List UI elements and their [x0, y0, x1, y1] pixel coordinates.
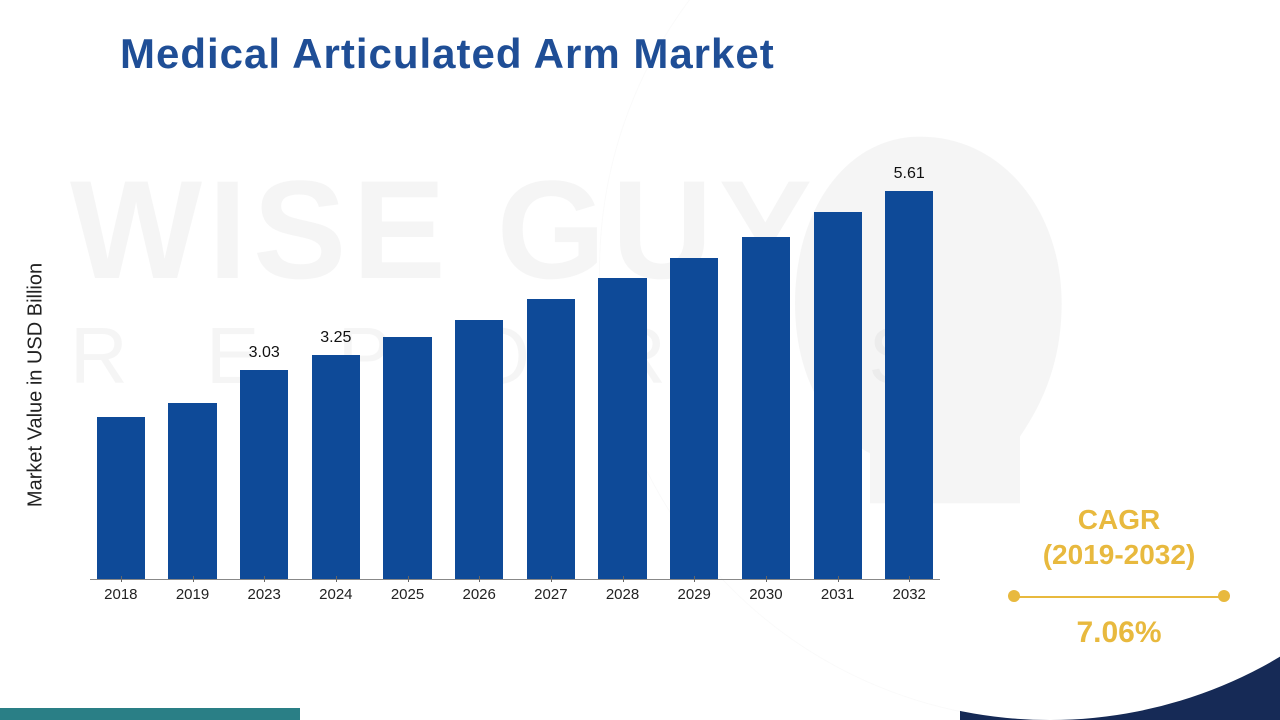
bar	[598, 278, 646, 580]
cagr-divider	[1014, 586, 1224, 606]
bar	[383, 337, 431, 580]
plot-area: 3.03 3.25 5.61	[90, 150, 940, 580]
x-tick: 2026	[448, 580, 510, 620]
x-tick: 2027	[520, 580, 582, 620]
x-tick: 2028	[592, 580, 654, 620]
brand-logo: WISE GUY R E P O R T S	[899, 24, 1238, 108]
cagr-value: 7.06%	[1004, 616, 1234, 650]
bar-col	[520, 150, 582, 580]
bar-col	[807, 150, 869, 580]
x-tick: 2031	[807, 580, 869, 620]
cagr-divider-dot-right	[1218, 590, 1230, 602]
bar-chart: Market Value in USD Billion 3.033.255.61…	[60, 150, 940, 620]
bottom-accent-bar	[0, 708, 300, 720]
brand-head-icon	[1168, 24, 1238, 108]
bar-col	[448, 150, 510, 580]
bar-col: 5.61	[878, 150, 940, 580]
x-tick: 2023	[233, 580, 295, 620]
chart-title: Medical Articulated Arm Market	[120, 30, 775, 78]
bar-col	[735, 150, 797, 580]
bar	[97, 417, 145, 580]
bar-value-label: 5.61	[894, 165, 925, 185]
x-tick: 2032	[878, 580, 940, 620]
bar-value-label: 3.25	[320, 329, 351, 349]
bar-col: 3.03	[233, 150, 295, 580]
bar	[814, 212, 862, 580]
bar-col: 3.25	[305, 150, 367, 580]
bar	[885, 191, 933, 580]
cagr-label-line2: (2019-2032)	[1043, 539, 1196, 570]
report-slide: WISE GUY R E P O R T S Medical Articulat…	[0, 0, 1280, 720]
bar	[455, 320, 503, 580]
bar-value-label: 3.03	[249, 344, 280, 364]
brand-logo-main: WISE GUY	[972, 24, 1158, 58]
x-tick: 2030	[735, 580, 797, 620]
x-tick: 2025	[377, 580, 439, 620]
brand-logo-sub: R E P O R T S	[899, 62, 1158, 80]
x-tick: 2024	[305, 580, 367, 620]
y-axis-label: Market Value in USD Billion	[25, 263, 48, 507]
cagr-label: CAGR (2019-2032)	[1004, 502, 1234, 572]
bar-col	[90, 150, 152, 580]
brand-logo-text: WISE GUY R E P O R T S	[899, 24, 1158, 80]
bar	[240, 370, 288, 580]
bar	[168, 403, 216, 580]
bar	[670, 258, 718, 581]
bar	[312, 355, 360, 580]
bar	[527, 299, 575, 580]
x-tick: 2029	[663, 580, 725, 620]
bar-col	[377, 150, 439, 580]
x-axis: 2018201920232024202520262027202820292030…	[90, 580, 940, 620]
cagr-divider-line	[1014, 596, 1224, 598]
bar-col	[592, 150, 654, 580]
cagr-block: CAGR (2019-2032) 7.06%	[1004, 502, 1234, 650]
bar-col	[162, 150, 224, 580]
bar	[742, 237, 790, 580]
x-tick: 2018	[90, 580, 152, 620]
x-tick: 2019	[162, 580, 224, 620]
cagr-label-line1: CAGR	[1078, 504, 1160, 535]
bar-col	[663, 150, 725, 580]
cagr-divider-dot-left	[1008, 590, 1020, 602]
